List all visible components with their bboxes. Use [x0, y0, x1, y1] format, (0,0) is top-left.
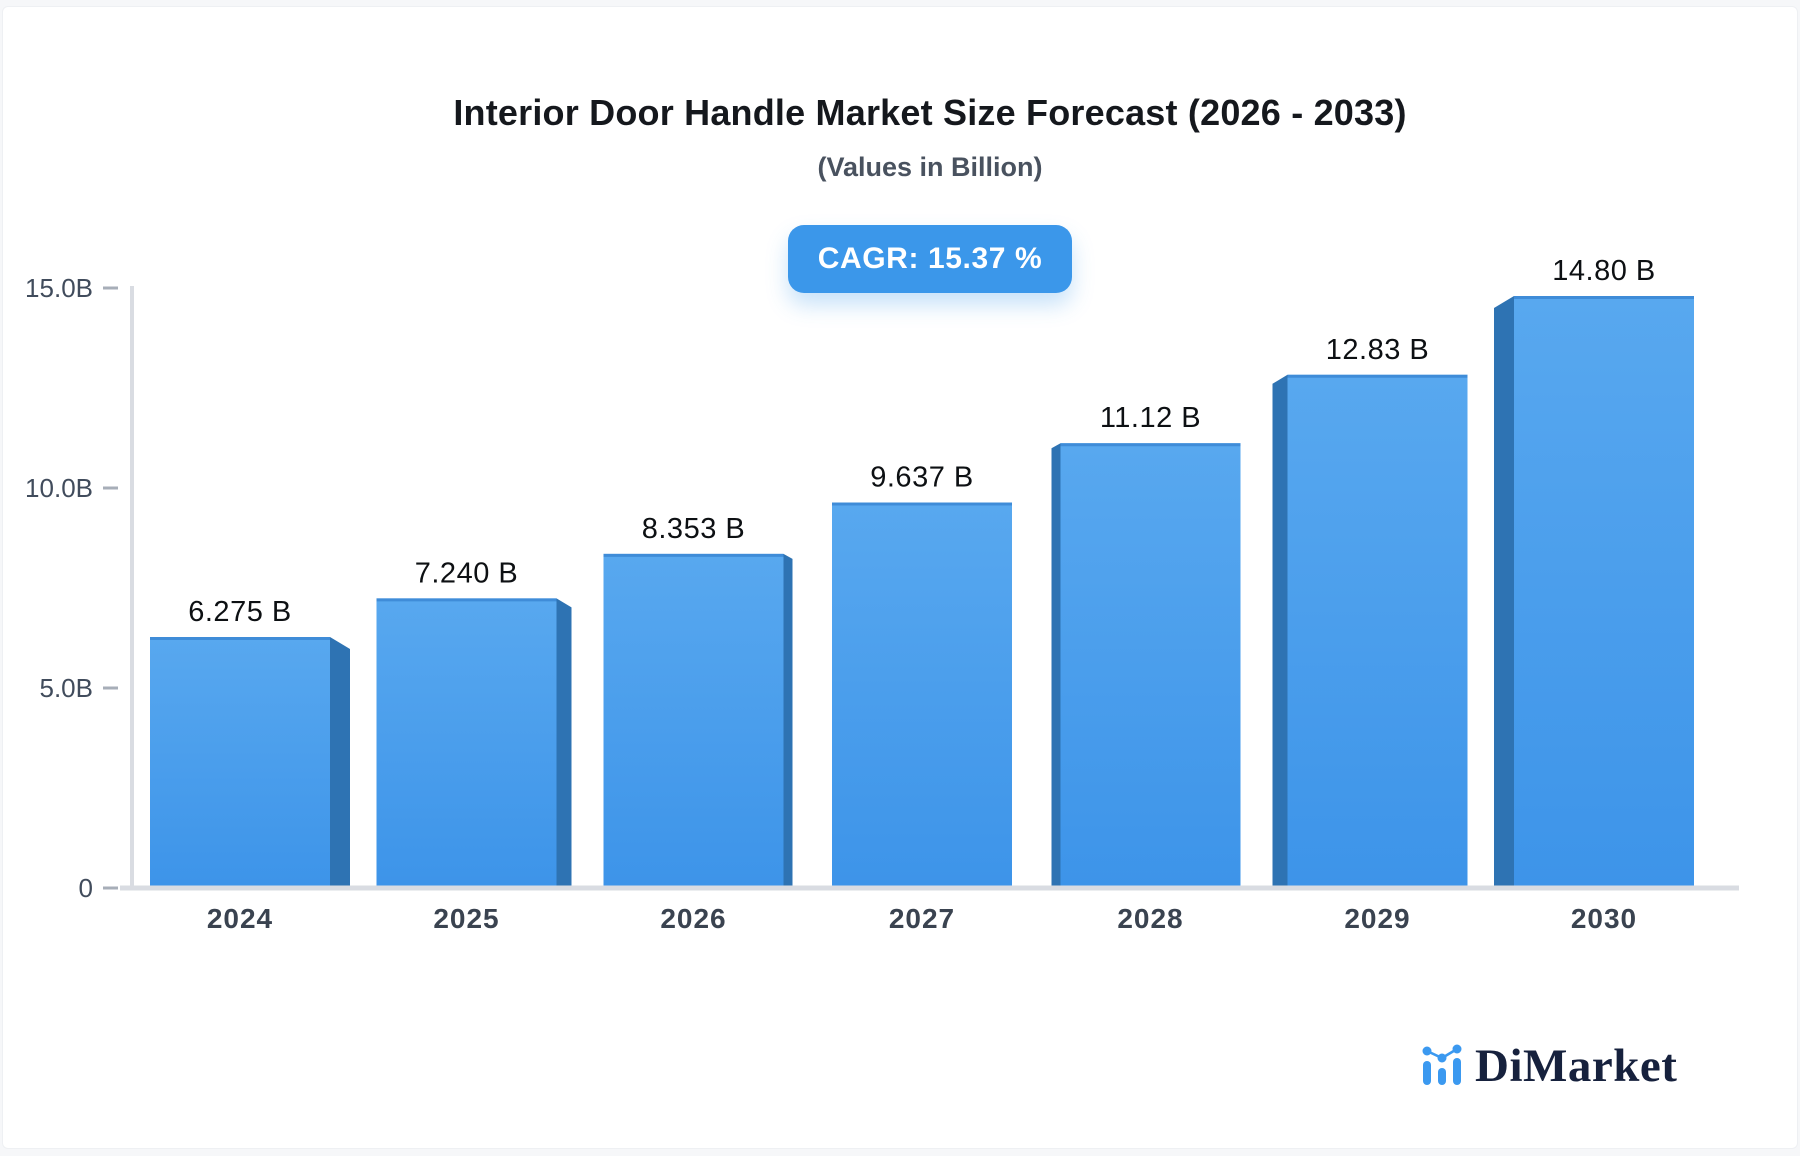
bar-value-label: 11.12 B [1100, 402, 1201, 434]
bar-value-label: 8.353 B [642, 513, 745, 545]
bar-side [783, 553, 793, 886]
bar-value-label: 12.83 B [1326, 334, 1429, 366]
bar-value-label: 7.240 B [415, 557, 518, 589]
cagr-badge: CAGR: 15.37 % [787, 225, 1073, 293]
y-tick-label: 0 [79, 873, 93, 903]
dimarket-logo-icon [1422, 1044, 1462, 1085]
x-tick-label: 2029 [1344, 903, 1410, 934]
x-tick-label: 2028 [1117, 903, 1183, 934]
y-tick-label: 15.0B [25, 273, 93, 303]
y-tick-label: 5.0B [40, 673, 94, 703]
bar-value-label: 14.80 B [1552, 255, 1655, 287]
x-tick-label: 2025 [433, 903, 499, 934]
x-tick-label: 2026 [660, 903, 726, 934]
bar-value-label: 9.637 B [870, 462, 973, 494]
bar-side [330, 637, 350, 886]
bar-side [1272, 374, 1288, 886]
chart-header: Interior Door Handle Market Size Forecas… [130, 0, 1730, 293]
bar-face [603, 553, 784, 886]
bar-face [376, 598, 557, 886]
cagr-badge-row: CAGR: 15.37 % [130, 225, 1730, 293]
y-tick-label: 10.0B [25, 473, 93, 503]
chart-subtitle: (Values in Billion) [817, 152, 1043, 182]
bar-side [556, 598, 572, 886]
x-tick-label: 2030 [1571, 903, 1637, 934]
bar-side [1051, 443, 1061, 886]
chart-title: Interior Door Handle Market Size Forecas… [453, 92, 1407, 133]
bar-face [1287, 374, 1468, 886]
x-tick-label: 2027 [889, 903, 955, 934]
bar-side [1494, 296, 1514, 886]
dimarket-logo-text: DiMarket [1475, 1039, 1678, 1092]
bar-value-label: 6.275 B [188, 596, 291, 628]
bar-face [832, 502, 1012, 886]
dimarket-logo: DiMarket [1420, 1039, 1678, 1092]
x-tick-label: 2024 [207, 903, 273, 934]
bar-face [1060, 443, 1241, 886]
bar-face [150, 637, 330, 886]
bar-face [1514, 296, 1694, 886]
